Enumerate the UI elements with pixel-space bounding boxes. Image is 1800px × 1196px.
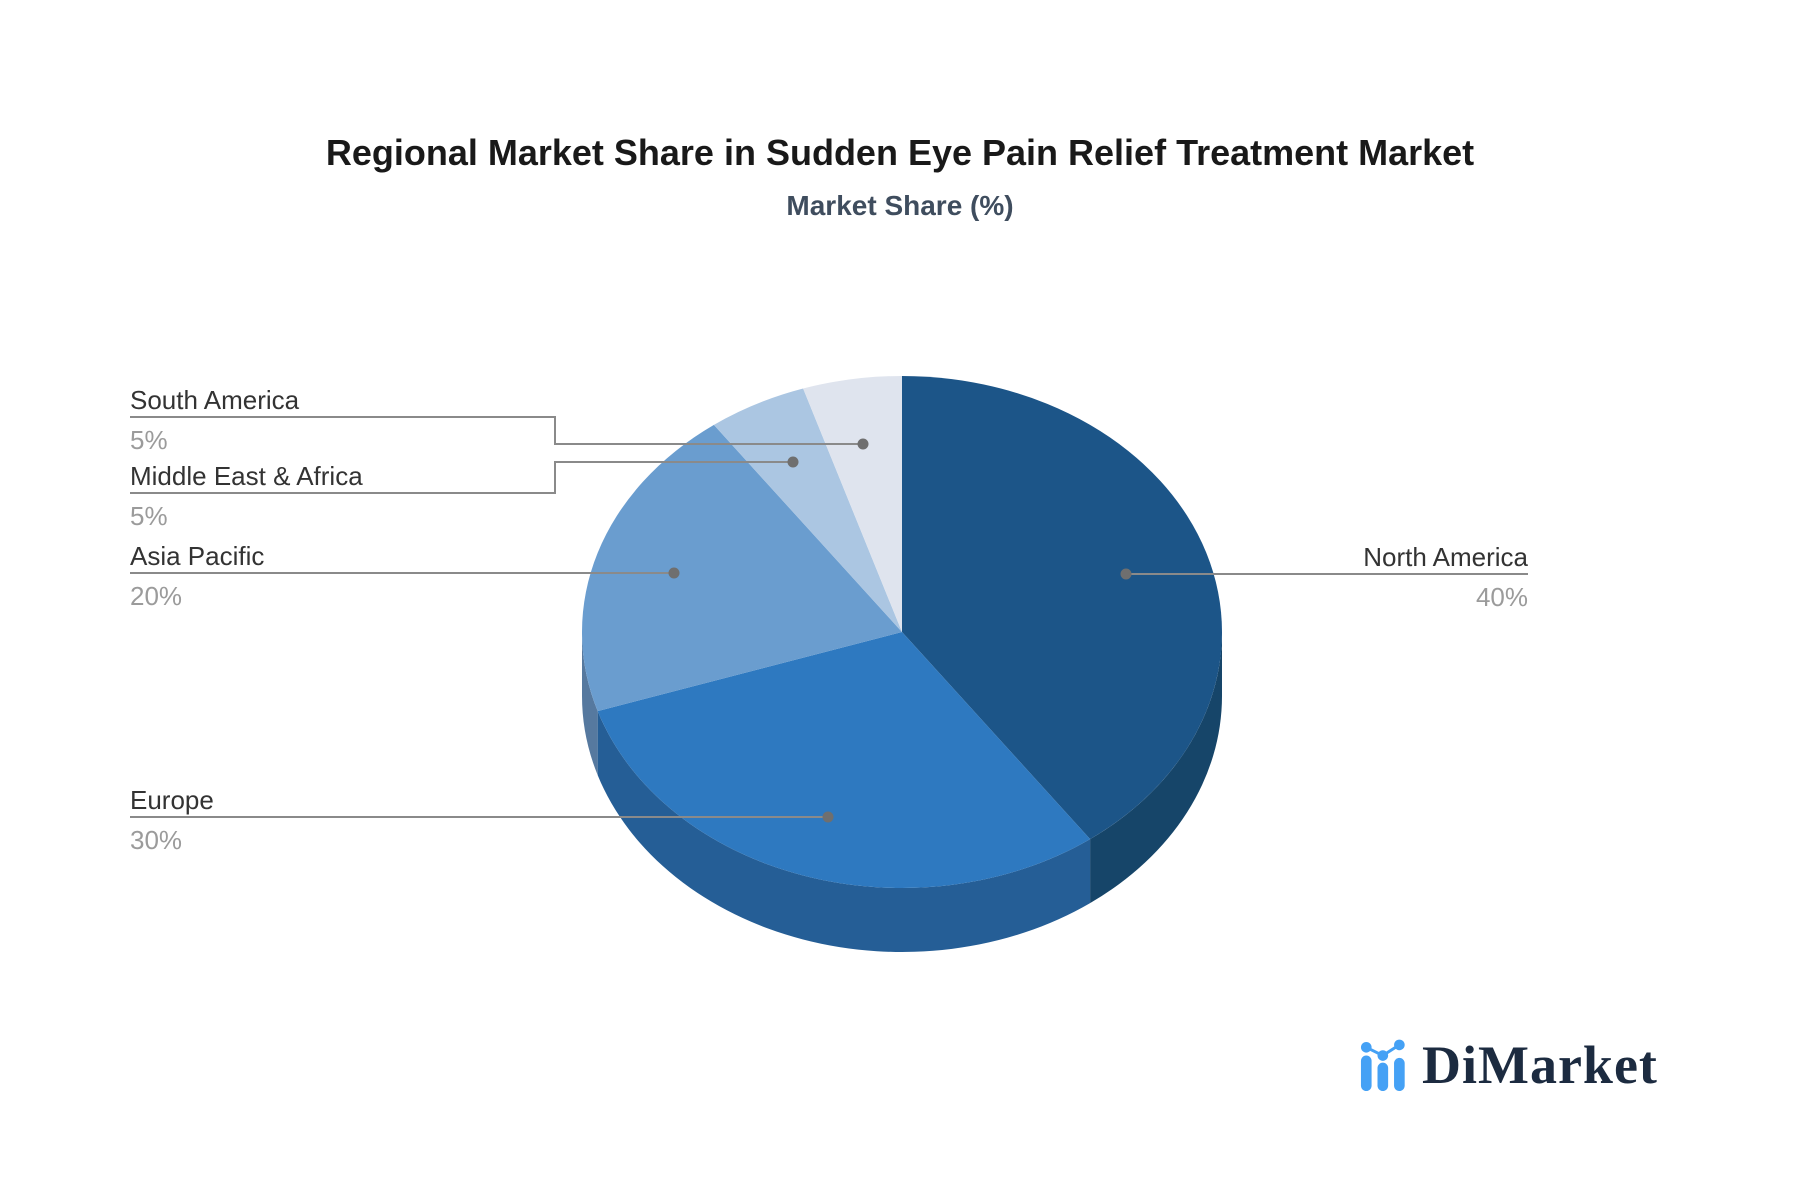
leader-dot-europe [822,811,834,823]
pie-slice-north-america[interactable] [902,376,1222,840]
label-north-america: North America [1363,542,1528,572]
percent-asia-pacific: 20% [130,581,183,611]
leader-dot-middle-east-africa [787,456,799,468]
pie-side-north-america [1090,632,1222,904]
pie-side-asia-pacific [582,632,598,776]
leader-dot-north-america [1120,568,1132,580]
percent-south-america: 5% [130,425,168,455]
label-south-america: South America [130,385,300,415]
leader-line-south-america [130,416,863,445]
leader-dot-south-america [857,438,869,450]
pie-slice-europe[interactable] [597,632,1091,888]
dimarket-logo-text: DiMarket [1422,1035,1658,1095]
pie-slice-south-america[interactable] [803,376,902,632]
percent-europe: 30% [130,825,183,855]
label-asia-pacific: Asia Pacific [130,541,265,571]
percent-north-america: 40% [1475,582,1528,612]
pie-side-europe [597,711,1091,952]
pie-slice-asia-pacific[interactable] [582,424,902,712]
pie-slice-middle-east-africa[interactable] [713,388,902,632]
dimarket-logo-icon [1360,1039,1405,1091]
leader-line-middle-east-africa [130,461,793,494]
label-middle-east-africa: Middle East & Africa [130,461,363,491]
dimarket-logo: DiMarket [1360,1038,1658,1092]
percent-middle-east-africa: 5% [130,501,168,531]
leader-dot-asia-pacific [668,567,680,579]
chart-title: Regional Market Share in Sudden Eye Pain… [325,132,1475,173]
chart-subtitle: Market Share (%) [786,190,1014,221]
label-europe: Europe [130,785,214,815]
